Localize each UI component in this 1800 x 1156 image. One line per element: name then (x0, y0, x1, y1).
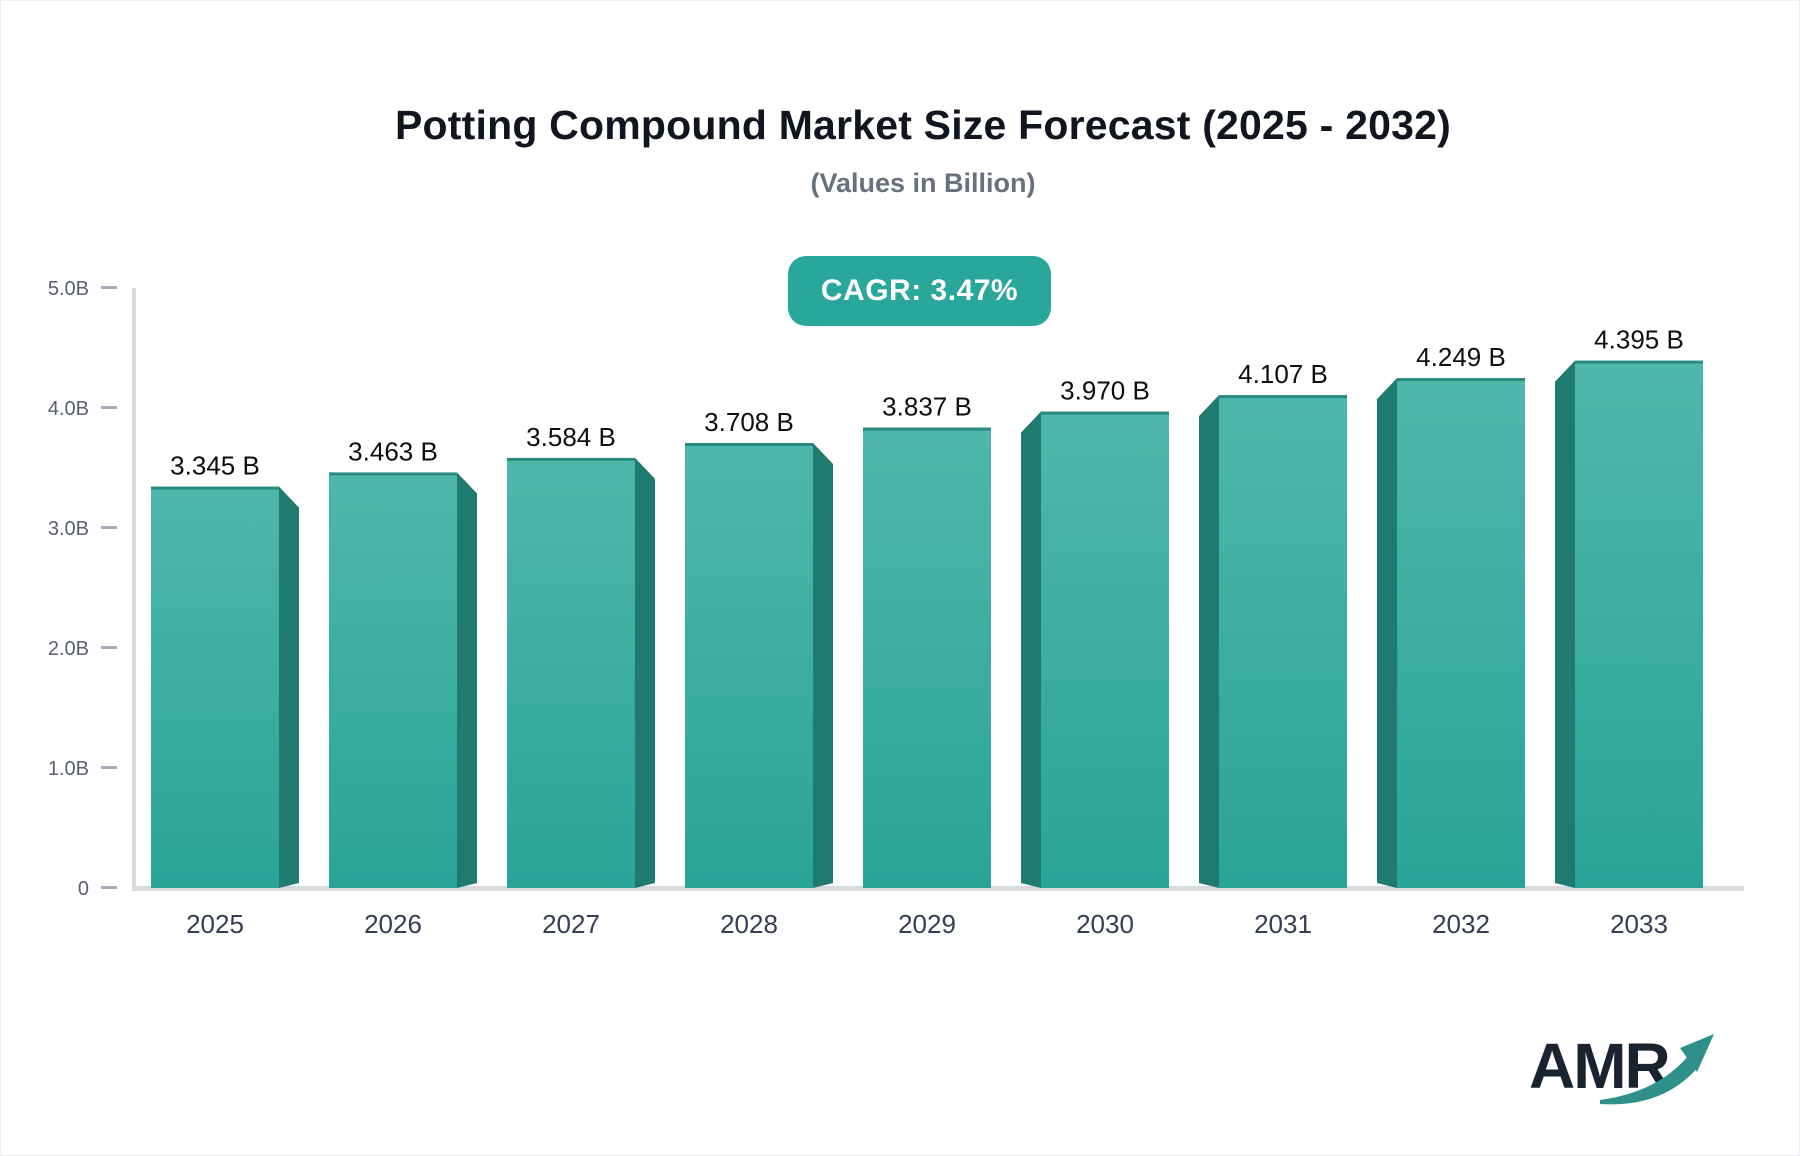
chart-title: Potting Compound Market Size Forecast (2… (395, 102, 1451, 148)
bar-front-face (507, 457, 635, 888)
cagr-badge: CAGR: 3.47% (788, 256, 1051, 326)
y-tick-label: 0 (78, 878, 89, 900)
bar-2026: 3.463 B 2026 (329, 436, 477, 939)
x-tick-label: 2033 (1610, 909, 1668, 939)
bar-top-edge (1219, 395, 1347, 399)
bar-value-label: 3.584 B (526, 422, 616, 452)
bar-2030: 3.970 B 2030 (1021, 376, 1169, 939)
bar-top-edge (1397, 378, 1525, 382)
x-tick-label: 2031 (1254, 909, 1312, 939)
y-tick-label: 5.0B (48, 278, 89, 300)
axis-layer: 0 1.0B 2.0B 3.0B 4.0B 5.0B (48, 278, 1744, 900)
y-tick-label: 1.0B (48, 758, 89, 780)
bar-side-face (813, 443, 833, 888)
x-tick-label: 2027 (542, 909, 600, 939)
bar-side-face (457, 472, 477, 888)
chart-subtitle: (Values in Billion) (810, 168, 1036, 198)
bar-2027: 3.584 B 2027 (507, 422, 655, 939)
bar-front-face (863, 427, 991, 888)
bar-side-face (635, 457, 655, 888)
bar-2031: 4.107 B 2031 (1199, 359, 1347, 939)
bar-top-edge (1041, 411, 1169, 415)
amr-logo: AMR (1529, 1034, 1739, 1129)
bar-top-edge (685, 443, 813, 447)
bar-value-label: 4.395 B (1594, 325, 1684, 355)
x-tick-label: 2025 (186, 909, 244, 939)
x-tick-label: 2028 (720, 909, 778, 939)
bars-layer: 3.345 B 2025 3.463 B 2026 3.584 B 2027 3.708 B… (151, 325, 1703, 939)
bar-side-face (1021, 411, 1041, 888)
bar-front-face (151, 486, 279, 888)
x-tick-label: 2032 (1432, 909, 1490, 939)
y-tick-mark (101, 526, 117, 529)
y-tick-label: 3.0B (48, 518, 89, 540)
y-tick-mark (101, 406, 117, 409)
bar-front-face (1397, 378, 1525, 888)
bar-value-label: 3.463 B (348, 436, 438, 466)
y-tick-mark (101, 886, 117, 889)
bar-side-face (279, 486, 299, 888)
bar-top-edge (863, 427, 991, 431)
bar-top-edge (1575, 360, 1703, 364)
bar-front-face (329, 472, 457, 888)
bar-front-face (685, 443, 813, 888)
bar-2028: 3.708 B 2028 (685, 407, 833, 939)
bar-value-label: 3.837 B (882, 392, 972, 422)
y-tick-mark (101, 766, 117, 769)
bar-value-label: 3.708 B (704, 407, 794, 437)
bar-front-face (1219, 395, 1347, 888)
cagr-badge-label: CAGR: 3.47% (820, 274, 1019, 307)
y-tick-label: 4.0B (48, 398, 89, 420)
y-tick-mark (101, 286, 117, 289)
bar-top-edge (507, 457, 635, 461)
bar-2032: 4.249 B 2032 (1377, 342, 1525, 939)
bar-2029: 3.837 B 2029 (863, 392, 991, 939)
bar-value-label: 3.970 B (1060, 376, 1150, 406)
bar-value-label: 4.249 B (1416, 342, 1506, 372)
bar-value-label: 4.107 B (1238, 359, 1328, 389)
bar-top-edge (151, 486, 279, 490)
y-tick-mark (101, 646, 117, 649)
bar-2033: 4.395 B 2033 (1555, 325, 1703, 939)
x-tick-label: 2026 (364, 909, 422, 939)
bar-side-face (1377, 378, 1397, 888)
growth-arrow-icon (1600, 1034, 1714, 1105)
bar-side-face (1555, 360, 1575, 889)
bar-top-edge (329, 472, 457, 476)
x-tick-label: 2029 (898, 909, 956, 939)
bar-front-face (1041, 411, 1169, 888)
y-axis-line (132, 288, 136, 891)
y-tick-label: 2.0B (48, 638, 89, 660)
x-tick-label: 2030 (1076, 909, 1134, 939)
bar-2025: 3.345 B 2025 (151, 451, 299, 939)
bar-front-face (1575, 360, 1703, 889)
bar-side-face (1199, 395, 1219, 888)
x-axis-line (132, 886, 1744, 891)
bar-value-label: 3.345 B (170, 451, 260, 481)
